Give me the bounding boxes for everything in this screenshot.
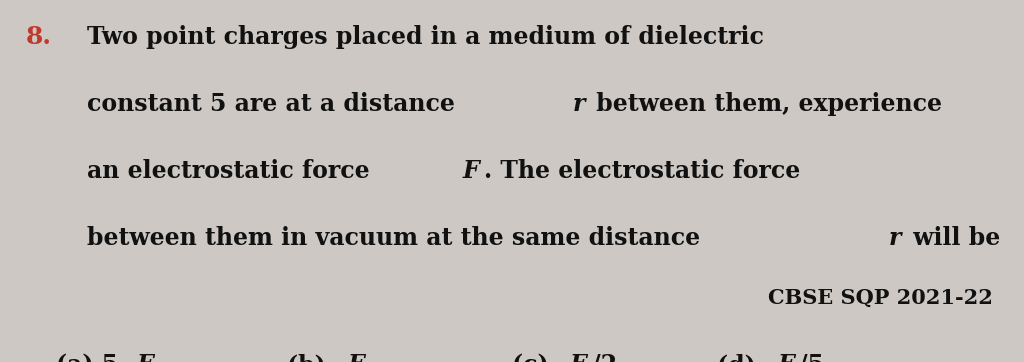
Text: between them, experience: between them, experience — [589, 92, 942, 116]
Text: F: F — [570, 353, 587, 362]
Text: /5: /5 — [799, 353, 824, 362]
Text: Two point charges placed in a medium of dielectric: Two point charges placed in a medium of … — [87, 25, 764, 49]
Text: F: F — [463, 159, 479, 183]
Text: constant 5 are at a distance: constant 5 are at a distance — [87, 92, 463, 116]
Text: will be: will be — [905, 226, 1000, 250]
Text: F: F — [136, 353, 154, 362]
Text: . The electrostatic force: . The electrostatic force — [484, 159, 800, 183]
Text: (a) 5: (a) 5 — [56, 353, 119, 362]
Text: (d): (d) — [717, 353, 764, 362]
Text: F: F — [347, 353, 365, 362]
Text: 8.: 8. — [26, 25, 51, 49]
Text: r: r — [572, 92, 585, 116]
Text: between them in vacuum at the same distance: between them in vacuum at the same dista… — [87, 226, 709, 250]
Text: r: r — [889, 226, 901, 250]
Text: (c): (c) — [512, 353, 557, 362]
Text: an electrostatic force: an electrostatic force — [87, 159, 378, 183]
Text: CBSE SQP 2021-22: CBSE SQP 2021-22 — [768, 288, 993, 308]
Text: F: F — [777, 353, 795, 362]
Text: (b): (b) — [287, 353, 334, 362]
Text: /2: /2 — [592, 353, 616, 362]
